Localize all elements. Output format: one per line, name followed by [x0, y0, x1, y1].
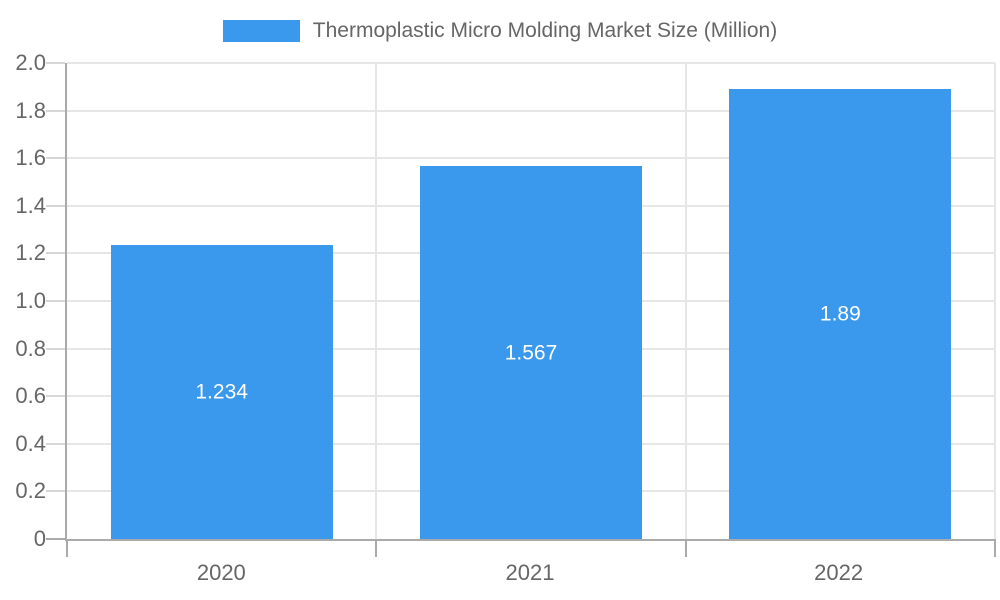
- y-axis-tick: [46, 300, 65, 302]
- x-axis-tick: [375, 539, 378, 557]
- y-axis-tick: [46, 252, 65, 255]
- legend-item[interactable]: Thermoplastic Micro Molding Market Size …: [0, 18, 1000, 43]
- y-axis-tick-label: 1.2: [15, 240, 46, 266]
- x-axis-tick: [994, 539, 996, 557]
- y-axis-tick-label: 2.0: [15, 50, 46, 75]
- x-axis-tick-label: 2020: [196, 560, 246, 585]
- y-axis-tick: [46, 109, 65, 112]
- y-axis-tick-label: 1.4: [15, 192, 46, 218]
- bar-value-label: 1.234: [195, 380, 248, 404]
- y-axis-tick: [46, 538, 65, 540]
- plot-area: 1.234 1.567 1.89: [46, 62, 996, 557]
- gridline-vertical: [375, 63, 378, 539]
- y-axis-tick: [46, 62, 65, 64]
- gridline-vertical: [994, 63, 996, 539]
- gridline-horizontal: [67, 109, 995, 112]
- y-axis-tick-label: 0.8: [15, 335, 46, 361]
- legend-label: Thermoplastic Micro Molding Market Size …: [312, 19, 778, 42]
- x-axis-labels: 2020 2021 2022: [67, 560, 993, 592]
- gridline-horizontal: [67, 157, 995, 160]
- gridline-vertical: [684, 63, 687, 539]
- legend-swatch-icon: [222, 19, 300, 42]
- x-axis-tick-label: 2021: [505, 560, 555, 585]
- y-axis-tick: [46, 157, 65, 160]
- y-axis-tick: [46, 204, 65, 207]
- y-axis-tick-label: 1.0: [15, 288, 46, 313]
- y-axis-tick-label: 1.8: [15, 97, 46, 123]
- y-axis-labels: 0 0.2 0.4 0.6 0.8 1.0 1.2 1.4 1.6 1.8 2.0: [0, 52, 46, 550]
- bar-2022[interactable]: 1.89: [729, 89, 952, 539]
- y-axis-tick-label: 0.4: [15, 430, 46, 456]
- gridline-horizontal: [67, 62, 995, 64]
- y-axis-tick: [46, 490, 65, 493]
- bar-2020[interactable]: 1.234: [110, 245, 333, 539]
- y-axis-tick-label: 0: [33, 526, 46, 551]
- y-axis-tick: [46, 395, 65, 398]
- x-axis-tick: [66, 539, 68, 557]
- x-axis-tick-label: 2022: [814, 560, 864, 585]
- y-axis-tick: [46, 442, 65, 445]
- x-axis-tick: [684, 539, 687, 557]
- y-axis-tick-label: 0.6: [15, 383, 46, 409]
- bar-value-label: 1.567: [504, 341, 558, 365]
- bar-value-label: 1.89: [819, 302, 861, 326]
- y-axis-tick: [46, 347, 65, 350]
- y-axis-tick-label: 0.2: [15, 478, 46, 504]
- y-axis-tick-label: 1.6: [15, 145, 46, 171]
- bar-2021[interactable]: 1.567: [419, 166, 643, 539]
